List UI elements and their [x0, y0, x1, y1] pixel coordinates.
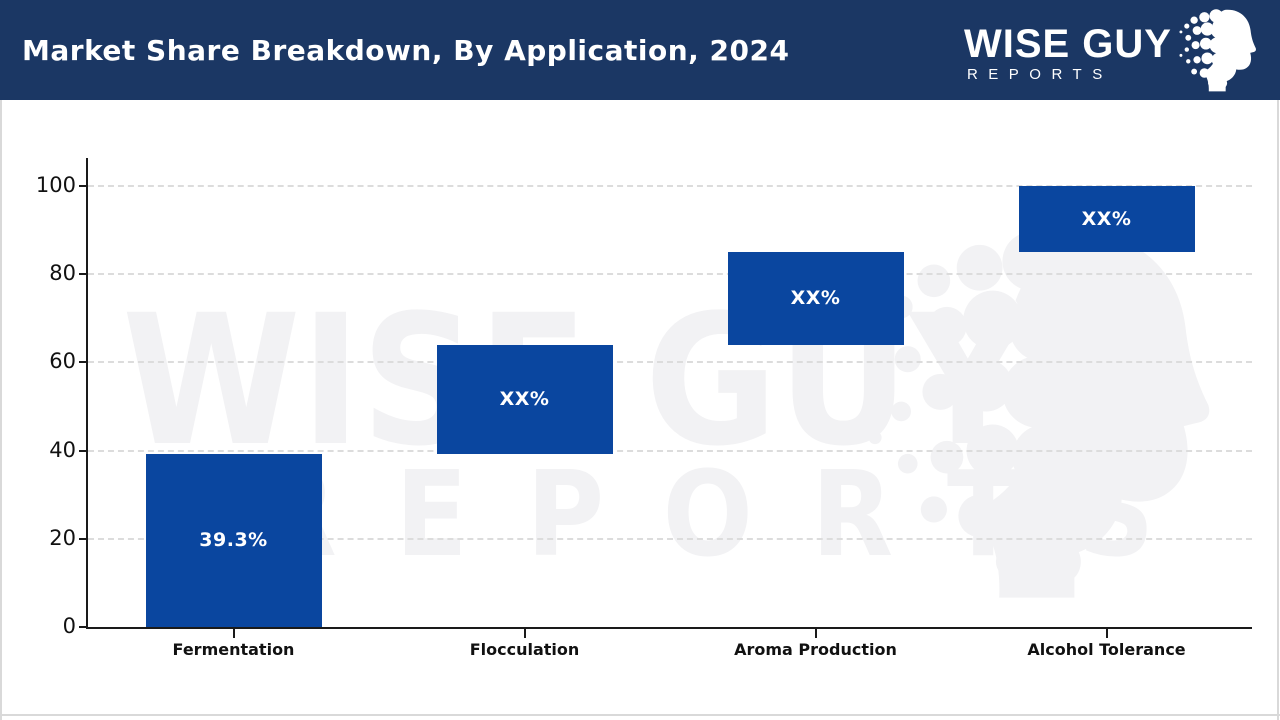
x-category-label: Alcohol Tolerance	[1027, 640, 1186, 659]
y-tick-label: 40	[49, 437, 76, 462]
bar: XX%	[1018, 185, 1195, 252]
y-tick-label: 0	[62, 614, 76, 638]
x-category-label: Aroma Production	[734, 640, 897, 659]
x-tick	[814, 629, 817, 638]
x-axis-line	[86, 627, 1252, 629]
y-tick	[79, 184, 88, 187]
x-tick	[523, 629, 526, 638]
wise-guy-reports-logo: WISE GUY REPORTS	[964, 0, 1270, 100]
frame-border-left	[0, 100, 2, 720]
logo-wordmark: WISE GUY	[963, 22, 1172, 66]
bar: XX%	[436, 344, 613, 454]
y-tick-label: 20	[49, 525, 76, 550]
bar: XX%	[727, 251, 904, 345]
y-tick-label: 80	[49, 261, 76, 286]
y-tick	[79, 361, 88, 364]
bar-value-label: 39.3%	[199, 529, 268, 552]
x-category-label: Fermentation	[172, 640, 295, 659]
gridline	[88, 537, 1252, 540]
gridline	[88, 449, 1252, 452]
bar-value-label: XX%	[499, 388, 550, 411]
gridline	[88, 184, 1252, 187]
chart-title: Market Share Breakdown, By Application, …	[22, 33, 790, 67]
y-axis-line	[86, 158, 88, 629]
y-tick	[79, 537, 88, 540]
x-tick	[232, 629, 235, 638]
frame-border-bottom	[0, 714, 1280, 716]
bar: 39.3%	[145, 453, 322, 627]
logo-subtitle: REPORTS	[966, 66, 1113, 83]
bar-value-label: XX%	[790, 287, 841, 310]
x-tick	[1105, 629, 1108, 638]
y-tick	[79, 626, 88, 628]
logo-text: WISE GUY REPORTS	[964, 24, 1172, 83]
y-tick-label: 60	[49, 349, 76, 374]
header-band: Market Share Breakdown, By Application, …	[0, 0, 1280, 100]
gridline	[88, 361, 1252, 364]
y-tick	[79, 273, 88, 276]
bar-value-label: XX%	[1081, 207, 1132, 230]
gridline	[88, 273, 1252, 276]
frame-border-right	[1277, 100, 1279, 720]
x-category-label: Flocculation	[469, 640, 580, 659]
y-tick-label: 100	[35, 172, 76, 197]
y-tick	[79, 449, 88, 452]
